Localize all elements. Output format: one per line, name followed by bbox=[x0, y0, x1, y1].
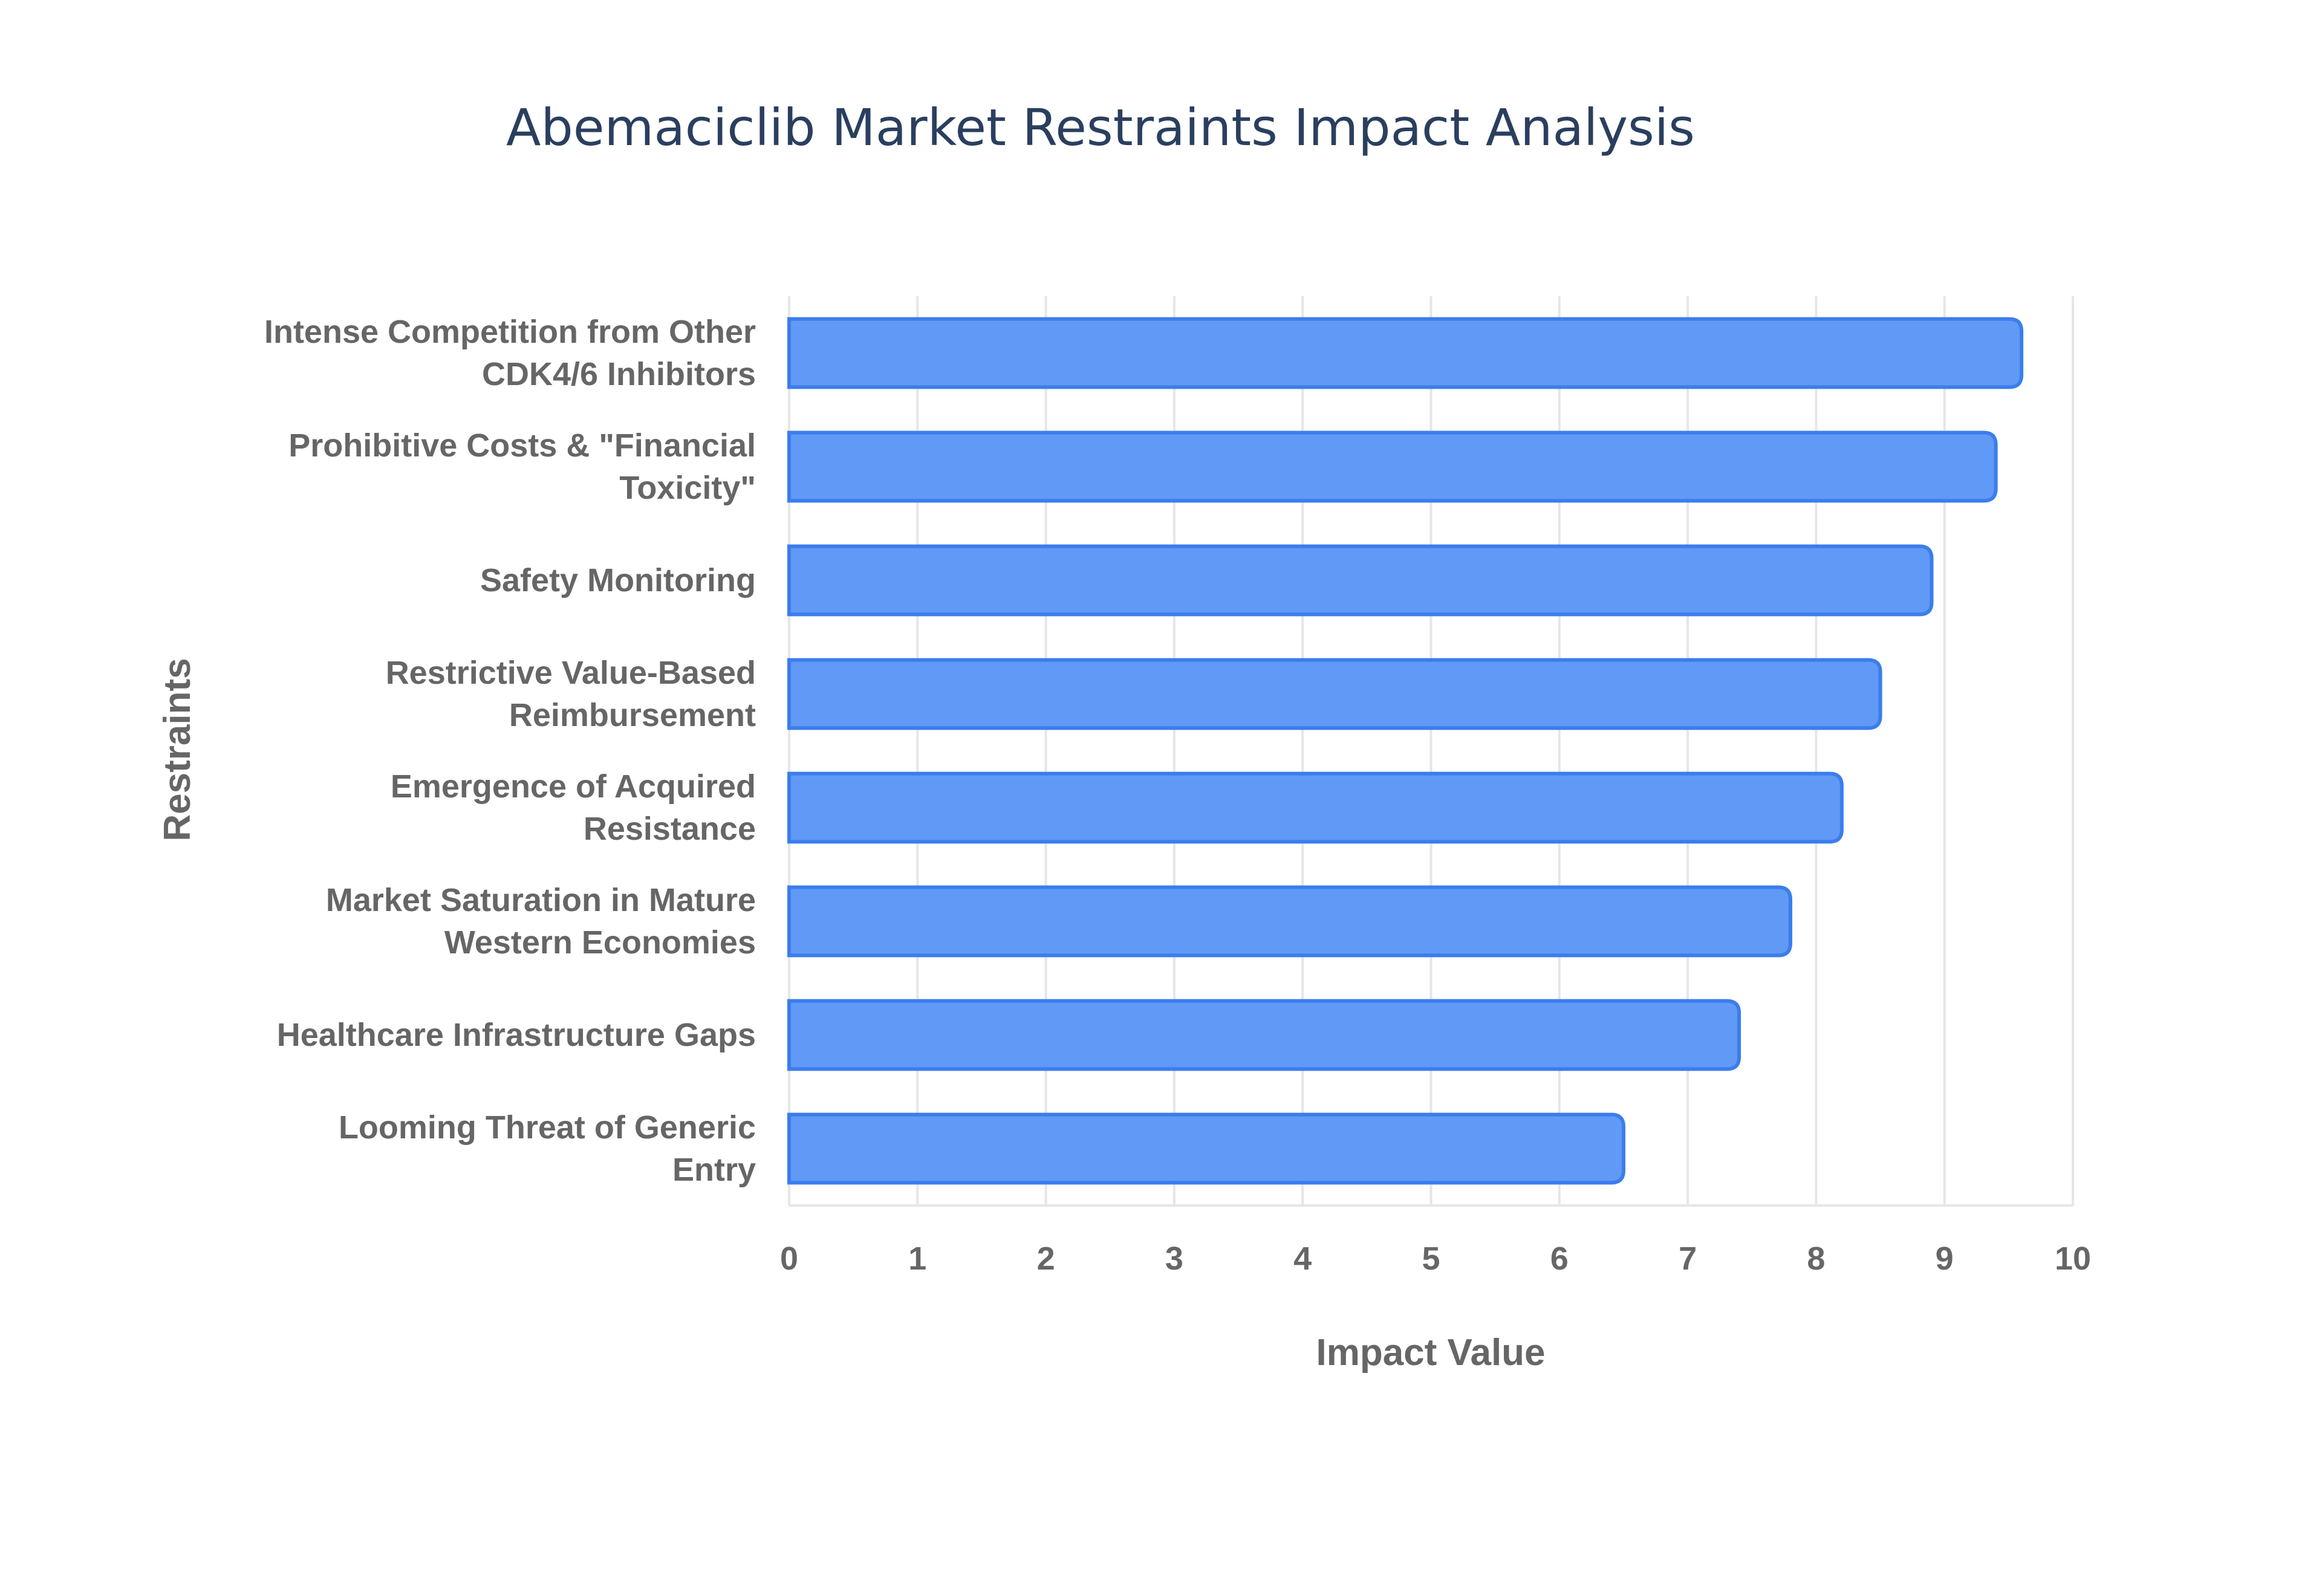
x-tick-label: 9 bbox=[1936, 1241, 1954, 1277]
category-label-line: Healthcare Infrastructure Gaps bbox=[277, 1017, 756, 1053]
x-tick-label: 4 bbox=[1293, 1241, 1312, 1277]
category-label-line: Toxicity" bbox=[619, 470, 756, 506]
x-tick-label: 2 bbox=[1037, 1241, 1055, 1277]
x-tick-label: 6 bbox=[1550, 1241, 1569, 1277]
category-label: Emergence of Acquired Resistance bbox=[391, 768, 756, 847]
category-label-line: Entry bbox=[672, 1152, 756, 1188]
category-label: Restrictive Value-Based Reimbursement bbox=[386, 655, 756, 733]
category-label-line: CDK4/6 Inhibitors bbox=[482, 356, 756, 392]
category-labels: Intense Competition from Other CDK4/6 Inh… bbox=[264, 314, 756, 1188]
category-label-line: Prohibitive Costs & "Financial bbox=[288, 427, 756, 464]
x-tick-label: 0 bbox=[780, 1241, 798, 1277]
category-label: Healthcare Infrastructure Gaps bbox=[277, 1017, 756, 1053]
bar bbox=[787, 771, 1844, 844]
x-tick-labels: 0 1 2 3 4 5 6 7 8 9 10 bbox=[780, 1241, 2091, 1277]
bar bbox=[787, 430, 1998, 503]
x-tick-label: 3 bbox=[1165, 1241, 1183, 1277]
category-label: Looming Threat of Generic Entry bbox=[339, 1109, 756, 1188]
bar bbox=[787, 317, 2024, 389]
bar bbox=[787, 1112, 1625, 1185]
category-label-line: Resistance bbox=[584, 811, 756, 847]
x-tick-label: 1 bbox=[908, 1241, 926, 1277]
bars bbox=[787, 317, 2024, 1185]
chart-title: Abemaciclib Market Restraints Impact Ana… bbox=[506, 98, 1695, 157]
category-label-line: Looming Threat of Generic bbox=[339, 1109, 756, 1146]
category-label-line: Reimbursement bbox=[509, 697, 756, 733]
x-axis-title: Impact Value bbox=[1316, 1332, 1545, 1374]
category-label: Market Saturation in Mature Western Econo… bbox=[326, 882, 756, 961]
category-label: Safety Monitoring bbox=[480, 562, 756, 598]
category-label-line: Emergence of Acquired bbox=[391, 768, 756, 805]
x-tick-label: 10 bbox=[2055, 1241, 2091, 1277]
bar bbox=[787, 544, 1934, 617]
bar bbox=[787, 658, 1882, 730]
category-label: Intense Competition from Other CDK4/6 Inh… bbox=[264, 314, 756, 392]
bar bbox=[787, 999, 1742, 1071]
category-label-line: Market Saturation in Mature bbox=[326, 882, 756, 918]
category-label-line: Western Economies bbox=[444, 924, 756, 961]
category-label: Prohibitive Costs & "Financial Toxicity" bbox=[288, 427, 756, 506]
category-label-line: Safety Monitoring bbox=[480, 562, 756, 598]
x-tick-label: 7 bbox=[1679, 1241, 1697, 1277]
category-label-line: Intense Competition from Other bbox=[264, 314, 756, 350]
x-tick-label: 5 bbox=[1422, 1241, 1440, 1277]
category-label-line: Restrictive Value-Based bbox=[386, 655, 756, 691]
bar bbox=[787, 885, 1792, 958]
y-axis-title: Restraints bbox=[157, 658, 198, 841]
x-tick-label: 8 bbox=[1807, 1241, 1825, 1277]
